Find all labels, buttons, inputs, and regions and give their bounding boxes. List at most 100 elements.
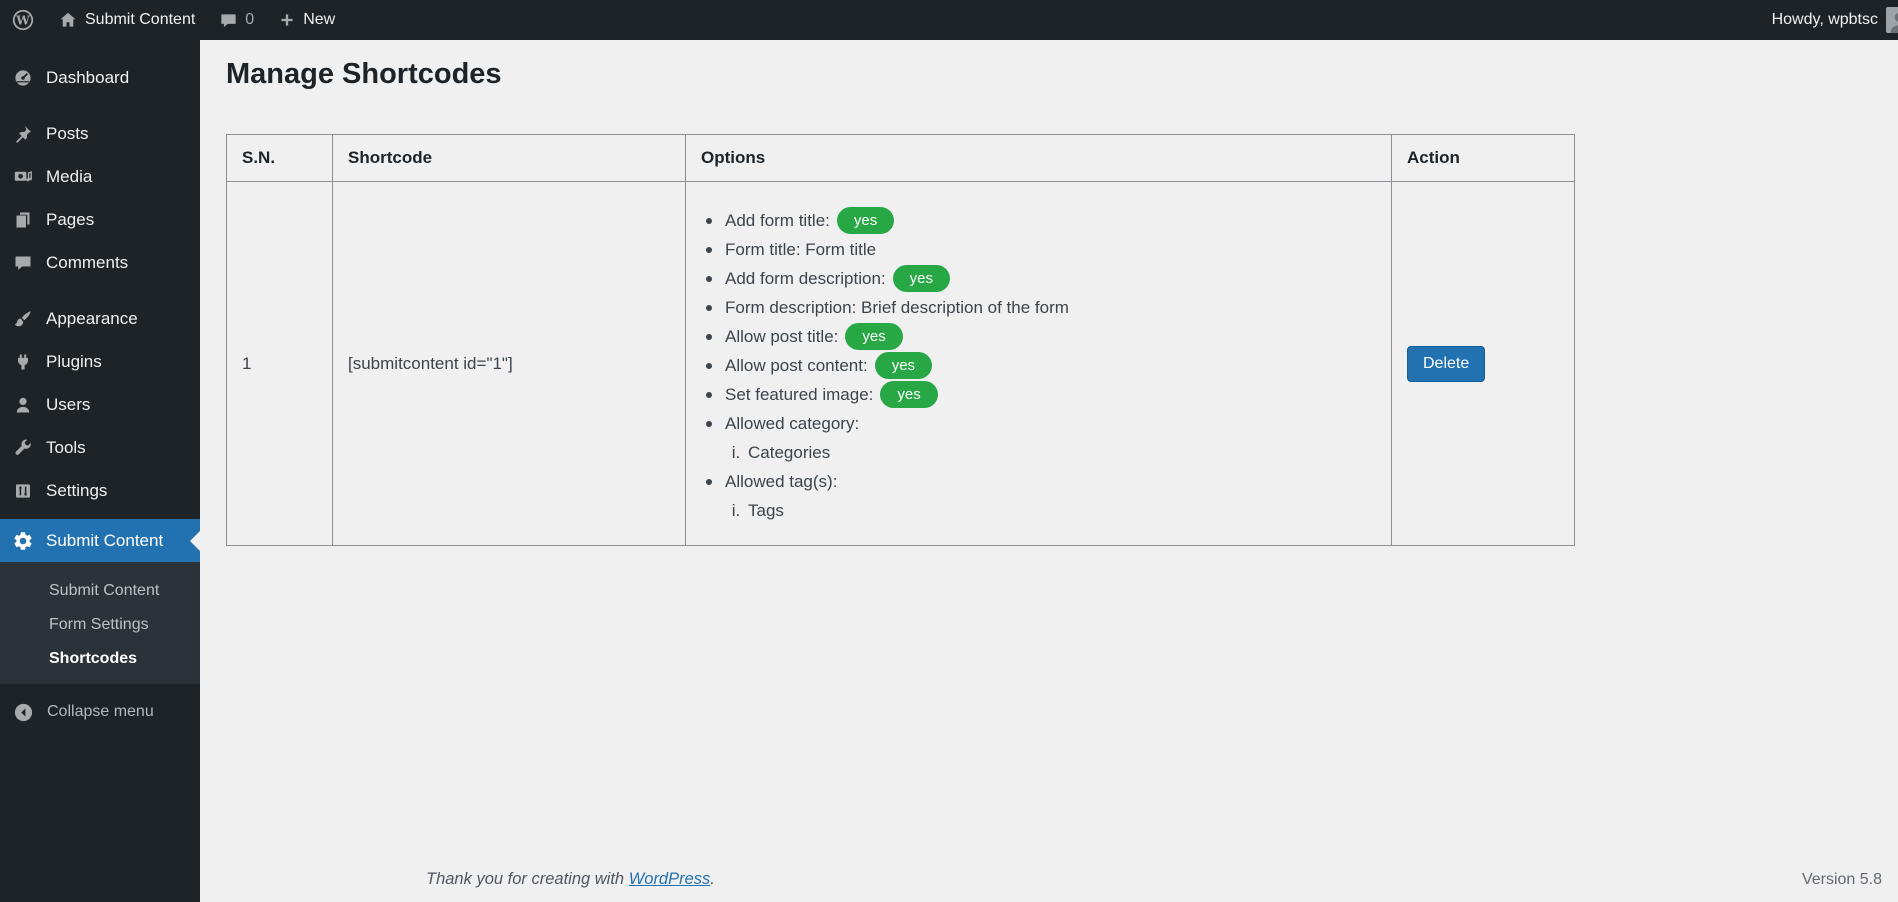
sidebar-item-label: Plugins — [46, 351, 102, 371]
sidebar-item-comments[interactable]: Comments — [0, 241, 200, 284]
option-label: Allowed tag(s): — [725, 471, 838, 491]
column-header-action: Action — [1391, 134, 1575, 182]
sidebar-item-label: Media — [46, 166, 93, 186]
site-name-label: Submit Content — [85, 11, 196, 28]
sidebar-item-submit-content[interactable]: Submit Content — [0, 519, 200, 562]
sidebar-item-plugins[interactable]: Plugins — [0, 340, 200, 383]
sidebar-item-posts[interactable]: Posts — [0, 112, 200, 155]
option-label: Form title: Form title — [725, 239, 877, 259]
yes-badge: yes — [892, 265, 950, 292]
sidebar-item-label: Submit Content — [46, 530, 164, 550]
sidebar-item-appearance[interactable]: Appearance — [0, 297, 200, 340]
bullet-icon — [706, 362, 712, 369]
plug-icon — [12, 351, 34, 373]
wordpress-logo-icon: W — [12, 9, 34, 31]
option-label: Add form description: — [725, 268, 886, 288]
sidebar-item-dashboard[interactable]: Dashboard — [0, 56, 200, 99]
option-label: Allow post title: — [725, 326, 839, 346]
wrench-icon — [12, 437, 34, 459]
allowed-tags-sublist: Tags — [745, 496, 1376, 525]
collapse-menu-button[interactable]: Collapse menu — [0, 692, 200, 732]
comment-count: 0 — [245, 11, 255, 28]
sidebar-item-label: Comments — [46, 252, 129, 272]
paintbrush-icon — [12, 308, 34, 330]
sn-cell: 1 — [226, 181, 333, 546]
option-label: Add form title: — [725, 210, 830, 230]
sidebar-item-label: Posts — [46, 123, 89, 143]
svg-text:W: W — [15, 13, 30, 27]
comments-bubble[interactable]: 0 — [207, 0, 266, 40]
option-label: Form description: Brief description of t… — [725, 297, 1069, 317]
media-camera-icon — [12, 166, 34, 188]
option-label: Allow post content: — [725, 355, 868, 375]
site-name-link[interactable]: Submit Content — [46, 0, 207, 40]
page-title: Manage Shortcodes — [226, 58, 502, 90]
submenu-item-shortcodes[interactable]: Shortcodes — [49, 650, 138, 667]
admin-bar: W Submit Content 0 New Howdy, wpbtsc — [0, 0, 1898, 40]
home-icon — [58, 10, 78, 30]
avatar — [1886, 7, 1898, 33]
option-label: Set featured image: — [725, 384, 874, 404]
sidebar-item-tools[interactable]: Tools — [0, 426, 200, 469]
footer-thanks: Thank you for creating with WordPress. — [426, 870, 715, 889]
sidebar-item-settings[interactable]: Settings — [0, 469, 200, 512]
dashboard-gauge-icon — [12, 67, 34, 89]
footer-thanks-period: . — [710, 870, 715, 888]
bullet-icon — [706, 420, 712, 427]
bullet-icon — [706, 304, 712, 311]
column-header-options: Options — [685, 134, 1392, 182]
bullet-icon — [706, 333, 712, 340]
collapse-menu-label: Collapse menu — [47, 703, 154, 720]
pages-icon — [12, 209, 34, 231]
delete-button[interactable]: Delete — [1407, 345, 1486, 382]
comment-icon — [219, 11, 238, 30]
column-header-shortcode: Shortcode — [332, 134, 686, 182]
submenu-item-form-settings[interactable]: Form Settings — [49, 616, 149, 633]
table-row: 1 [submitcontent id="1"] Add form title:… — [226, 181, 1575, 546]
footer-version: Version 5.8 — [1801, 871, 1882, 888]
option-item: Allow post content: yes — [701, 351, 1376, 380]
wordpress-link[interactable]: WordPress — [628, 870, 711, 888]
option-item: Form description: Brief description of t… — [701, 293, 1376, 322]
new-label: New — [303, 11, 336, 28]
admin-sidebar: Dashboard Posts Media Pages Comments App… — [0, 40, 200, 902]
table-header-row: S.N. Shortcode Options Action — [226, 134, 1575, 182]
sublist-item: Tags — [745, 496, 1376, 525]
options-list: Add form title: yes Form title: Form titl… — [701, 206, 1376, 438]
yes-badge: yes — [836, 207, 895, 234]
new-content-menu[interactable]: New — [266, 0, 347, 40]
shortcodes-table: S.N. Shortcode Options Action 1 [submitc… — [226, 134, 1575, 546]
options-list-continued: Allowed tag(s): — [701, 467, 1376, 496]
sidebar-item-label: Users — [46, 394, 91, 414]
user-icon — [12, 394, 34, 416]
bullet-icon — [706, 478, 712, 485]
sidebar-item-label: Appearance — [46, 308, 138, 328]
bullet-icon — [706, 391, 712, 398]
option-label: Allowed category: — [725, 413, 860, 433]
user-account-menu[interactable]: Howdy, wpbtsc — [1760, 0, 1898, 40]
allowed-category-sublist: Categories — [745, 438, 1376, 467]
wordpress-logo-menu[interactable]: W — [0, 0, 46, 40]
sidebar-item-media[interactable]: Media — [0, 155, 200, 198]
bullet-icon — [706, 275, 712, 282]
submenu-item-submit-content[interactable]: Submit Content — [49, 582, 160, 599]
option-item: Allowed category: — [701, 409, 1376, 438]
footer-thanks-text: Thank you for creating with — [426, 870, 629, 888]
sidebar-item-label: Pages — [46, 209, 95, 229]
option-item: Add form title: yes — [701, 206, 1376, 235]
bullet-icon — [706, 217, 712, 224]
collapse-arrow-icon — [12, 701, 34, 723]
option-item: Add form description: yes — [701, 264, 1376, 293]
sublist-item: Categories — [745, 438, 1376, 467]
yes-badge: yes — [880, 381, 938, 408]
sidebar-item-pages[interactable]: Pages — [0, 198, 200, 241]
option-item: Allowed tag(s): — [701, 467, 1376, 496]
bullet-icon — [706, 246, 712, 253]
sidebar-item-label: Tools — [46, 437, 86, 457]
option-item: Allow post title: yes — [701, 322, 1376, 351]
sidebar-item-users[interactable]: Users — [0, 383, 200, 426]
howdy-label: Howdy, wpbtsc — [1771, 11, 1878, 28]
shortcode-cell: [submitcontent id="1"] — [332, 181, 686, 546]
gear-icon — [12, 530, 34, 552]
action-cell: Delete — [1391, 181, 1575, 546]
